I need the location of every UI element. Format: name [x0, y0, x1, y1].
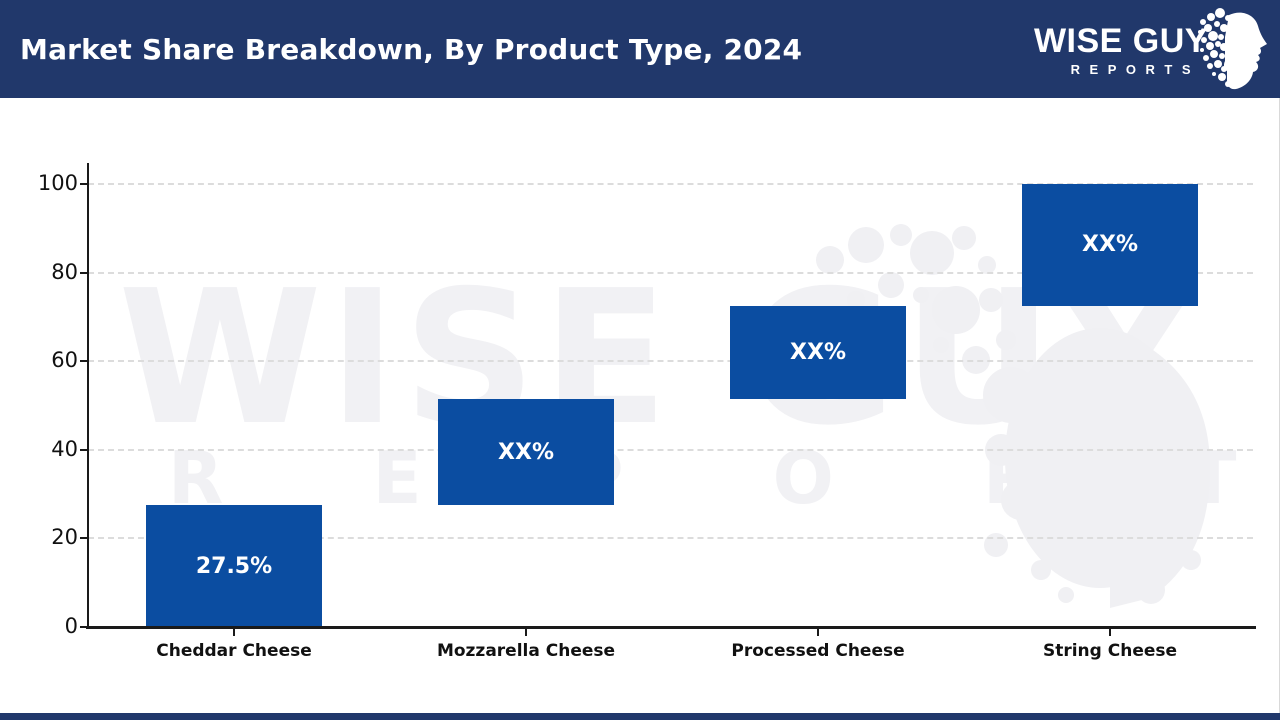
logo-head-icon	[1198, 8, 1267, 90]
grid-line	[88, 537, 1253, 540]
y-tick-label: 40	[51, 436, 78, 461]
x-tick-mark	[1109, 629, 1111, 636]
x-tick-mark	[525, 629, 527, 636]
grid-line	[88, 183, 1253, 185]
chart-area: 27.5% XX% XX% XX% 0 20 40 60 80 100 Cheddar Chees…	[0, 98, 1280, 713]
x-tick-mark	[233, 629, 235, 636]
x-tick-mark	[817, 629, 819, 636]
grid-line	[88, 448, 1253, 451]
bar-value-label: XX%	[498, 439, 554, 465]
y-tick-label: 100	[37, 171, 78, 195]
bar-4: XX%	[1022, 184, 1198, 306]
bar-value-label: 27.5%	[195, 553, 273, 579]
footer-bar	[0, 713, 1280, 720]
y-tick-mark	[80, 448, 88, 451]
y-tick-mark	[80, 360, 88, 363]
y-tick-mark	[80, 626, 88, 628]
header-bar: Market Share Breakdown, By Product Type,…	[0, 0, 1280, 98]
x-category-label: Processed Cheese	[731, 641, 905, 661]
bar-2: XX%	[438, 398, 614, 506]
x-category-label: String Cheese	[1042, 641, 1178, 661]
wise-guy-logo: WISE GUY REPORTS	[1028, 4, 1274, 94]
x-category-label: Cheddar Cheese	[156, 641, 312, 661]
bar-3: XX%	[730, 305, 906, 399]
y-tick-mark	[80, 537, 88, 540]
logo-subtext: REPORTS	[1070, 62, 1200, 77]
bar-1: 27.5%	[146, 505, 322, 627]
grid-line	[88, 271, 1253, 274]
page-title: Market Share Breakdown, By Product Type,…	[20, 32, 803, 66]
y-axis-line	[87, 163, 89, 629]
watermark-head-icon	[816, 224, 1210, 608]
bar-value-label: XX%	[1082, 232, 1138, 258]
y-tick-label: 20	[51, 525, 78, 550]
y-tick-mark	[80, 183, 88, 185]
logo-wordmark: WISE GUY	[1033, 22, 1208, 60]
x-axis-line	[86, 626, 1256, 629]
y-tick-label: 0	[64, 614, 78, 638]
x-category-label: Mozzarella Cheese	[436, 641, 616, 661]
y-tick-label: 80	[51, 259, 78, 284]
grid-line	[88, 360, 1253, 363]
y-tick-mark	[80, 271, 88, 274]
y-tick-label: 60	[51, 348, 78, 373]
bar-value-label: XX%	[790, 339, 846, 365]
